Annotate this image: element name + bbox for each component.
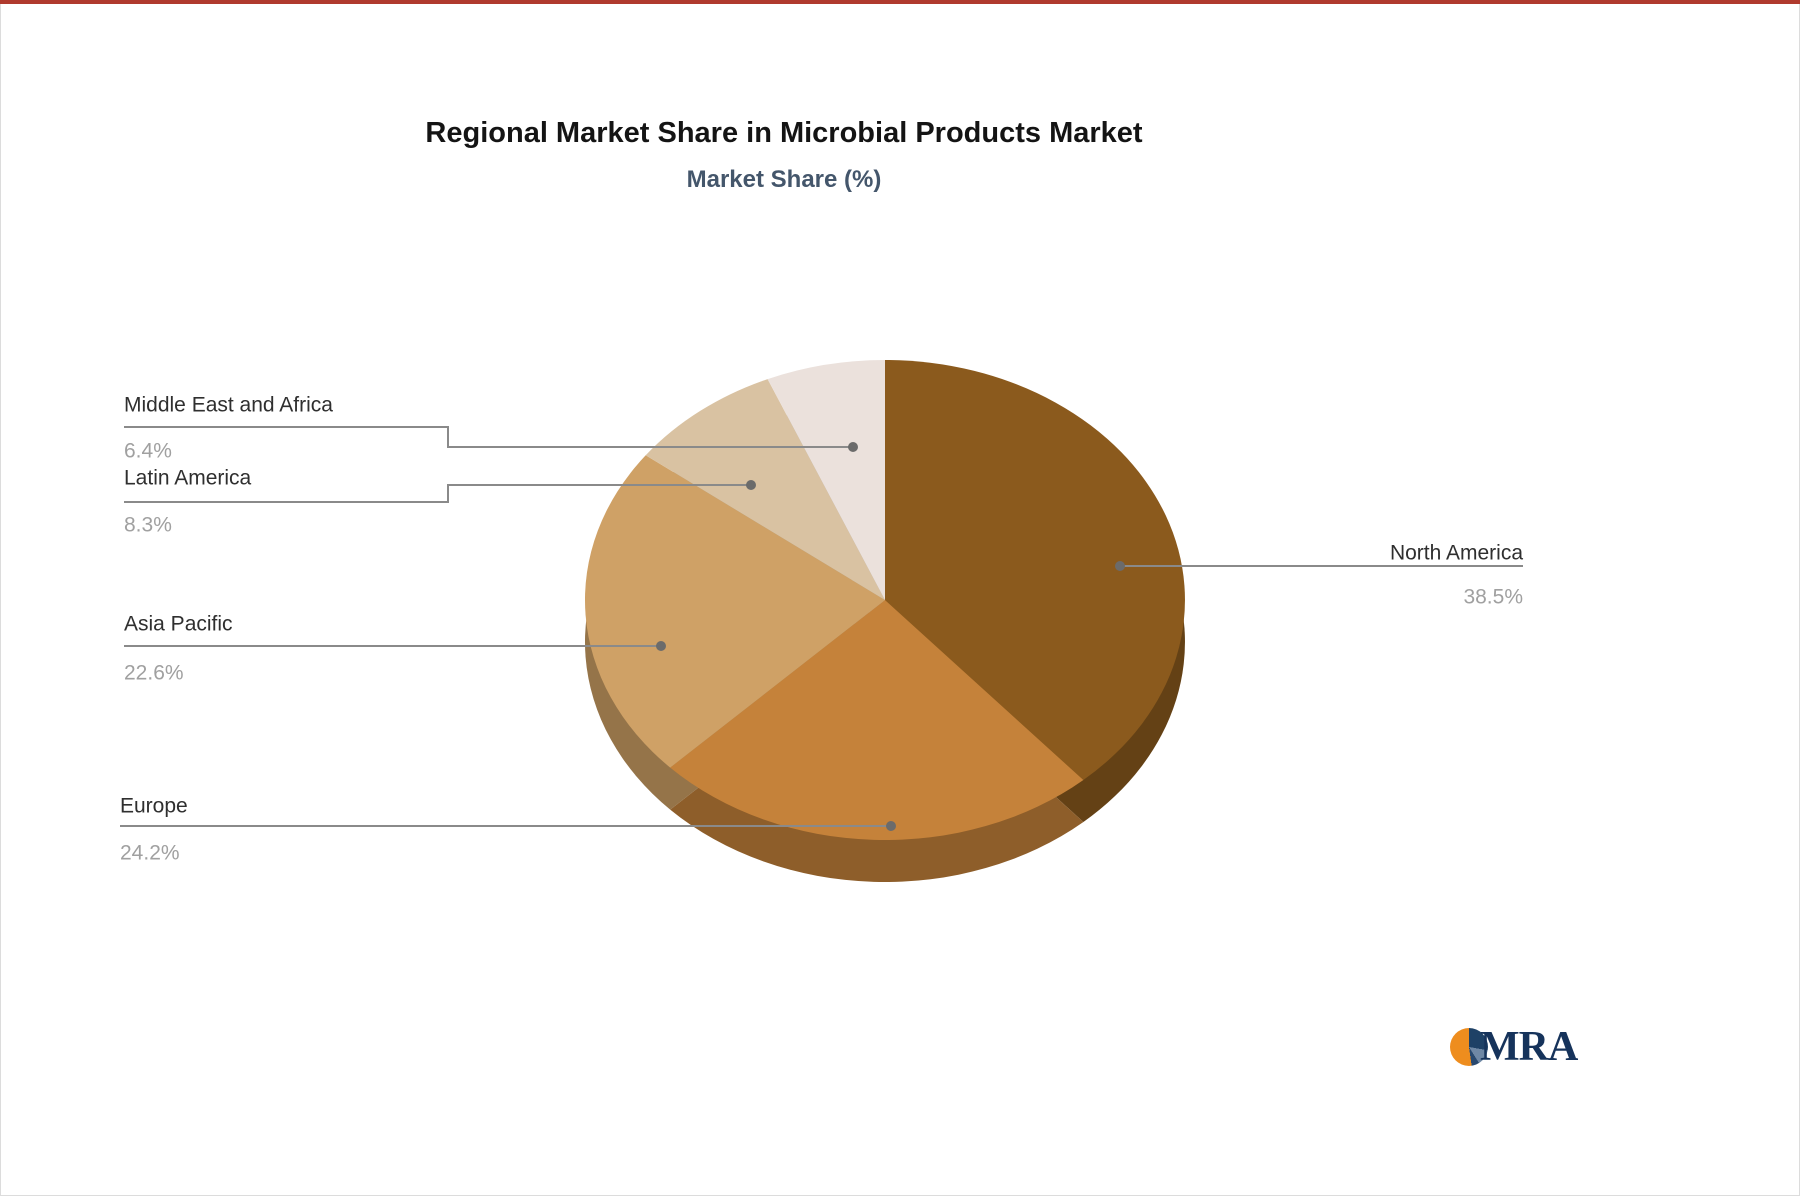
slice-value-europe: 24.2% [120,841,180,864]
mra-logo: MRA [1450,1024,1578,1070]
slice-label-europe: Europe [120,794,188,817]
callout-north-america: North America 38.5% [1115,541,1523,608]
chart-header: Regional Market Share in Microbial Produ… [0,117,1568,194]
leader-dot-asia-pacific [656,641,666,651]
slice-label-middle-east-and-africa: Middle East and Africa [124,393,333,416]
window-top-accent-bar [0,0,1800,4]
slice-label-north-america: North America [1390,541,1523,564]
slice-value-north-america: 38.5% [1463,585,1523,608]
chart-subtitle: Market Share (%) [686,165,882,193]
slice-value-asia-pacific: 22.6% [124,661,184,684]
mra-logo-icon [1450,1028,1488,1066]
leader-line-latin-america [124,484,751,503]
mra-logo-text: MRA [1480,1024,1578,1070]
leader-line-middle-east-and-africa [124,426,853,448]
leader-dot-latin-america [746,480,756,490]
leader-dot-middle-east-and-africa [848,442,858,452]
pie-slice-middle-east-and-africa[interactable] [767,360,885,600]
callout-asia-pacific: Asia Pacific 22.6% [124,612,666,684]
pie-slice-latin-america[interactable] [645,379,885,600]
pie-top-surface [584,360,1185,841]
slice-value-middle-east-and-africa: 6.4% [124,439,172,462]
leader-dot-north-america [1115,561,1125,571]
slice-label-asia-pacific: Asia Pacific [124,612,233,635]
pie-slice-europe[interactable] [670,600,1084,841]
pie-slice-north-america[interactable] [885,360,1185,780]
leader-dot-europe [886,821,896,831]
callout-middle-east-and-africa: Middle East and Africa 6.4% [124,393,858,462]
pie-slice-asia-pacific[interactable] [584,455,885,768]
chart-title: Regional Market Share in Microbial Produ… [425,117,1143,149]
callout-latin-america: Latin America 8.3% [124,466,756,536]
slice-label-latin-america: Latin America [124,466,252,489]
callout-europe: Europe 24.2% [120,794,896,864]
slice-value-latin-america: 8.3% [124,513,172,536]
